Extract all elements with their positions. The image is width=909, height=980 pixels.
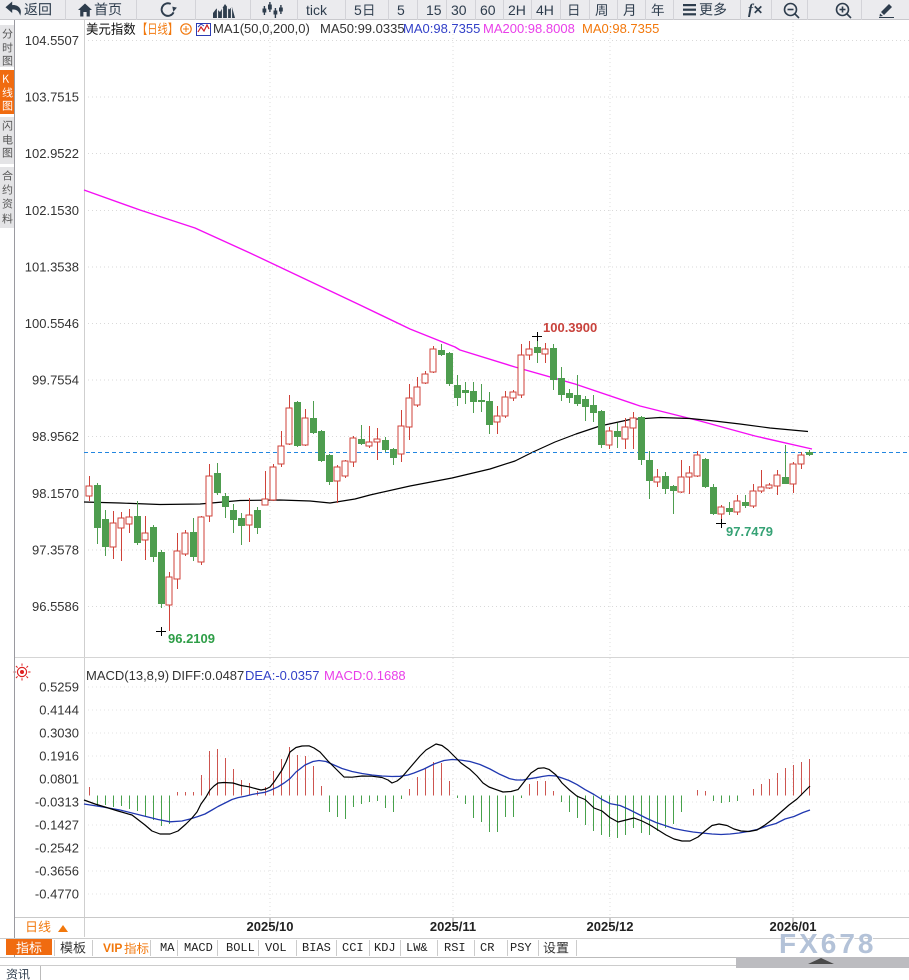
svg-text:0.5259: 0.5259 [39, 680, 79, 695]
svg-text:DEA:-0.0357: DEA:-0.0357 [245, 668, 319, 683]
svg-text:96.5586: 96.5586 [32, 599, 79, 614]
svg-text:MACD:0.1688: MACD:0.1688 [324, 668, 406, 683]
svg-text:-0.3656: -0.3656 [35, 864, 79, 879]
svg-text:100.3900: 100.3900 [543, 320, 597, 335]
svg-text:DIFF:0.0487: DIFF:0.0487 [172, 668, 244, 683]
svg-text:102.1530: 102.1530 [25, 203, 79, 218]
svg-text:104.5507: 104.5507 [25, 33, 79, 48]
svg-text:0.4144: 0.4144 [39, 703, 79, 718]
svg-text:100.5546: 100.5546 [25, 316, 79, 331]
svg-text:MA200:98.8008: MA200:98.8008 [483, 21, 575, 36]
svg-text:MA0:98.7355: MA0:98.7355 [582, 21, 659, 36]
svg-text:-0.0313: -0.0313 [35, 795, 79, 810]
svg-text:96.2109: 96.2109 [168, 631, 215, 646]
svg-text:-0.4770: -0.4770 [35, 887, 79, 902]
svg-text:102.9522: 102.9522 [25, 146, 79, 161]
svg-text:97.7479: 97.7479 [726, 524, 773, 539]
svg-text:0.1916: 0.1916 [39, 749, 79, 764]
svg-text:MACD(13,8,9): MACD(13,8,9) [86, 668, 169, 683]
svg-text:MA50:99.0335: MA50:99.0335 [320, 21, 405, 36]
svg-text:99.7554: 99.7554 [32, 373, 79, 388]
svg-text:0.0801: 0.0801 [39, 772, 79, 787]
svg-text:2025/10: 2025/10 [247, 919, 294, 934]
svg-text:-0.1427: -0.1427 [35, 818, 79, 833]
svg-text:0.3030: 0.3030 [39, 726, 79, 741]
svg-text:2026/01: 2026/01 [770, 919, 817, 934]
svg-text:98.9562: 98.9562 [32, 429, 79, 444]
svg-text:MA1(50,0,200,0): MA1(50,0,200,0) [213, 21, 310, 36]
svg-text:101.3538: 101.3538 [25, 259, 79, 274]
svg-text:2025/11: 2025/11 [430, 919, 476, 934]
svg-text:97.3578: 97.3578 [32, 543, 79, 558]
svg-text:-0.2542: -0.2542 [35, 841, 79, 856]
svg-text:98.1570: 98.1570 [32, 486, 79, 501]
svg-text:2025/12: 2025/12 [587, 919, 634, 934]
svg-text:103.7515: 103.7515 [25, 90, 79, 105]
svg-text:MA0:98.7355: MA0:98.7355 [403, 21, 480, 36]
